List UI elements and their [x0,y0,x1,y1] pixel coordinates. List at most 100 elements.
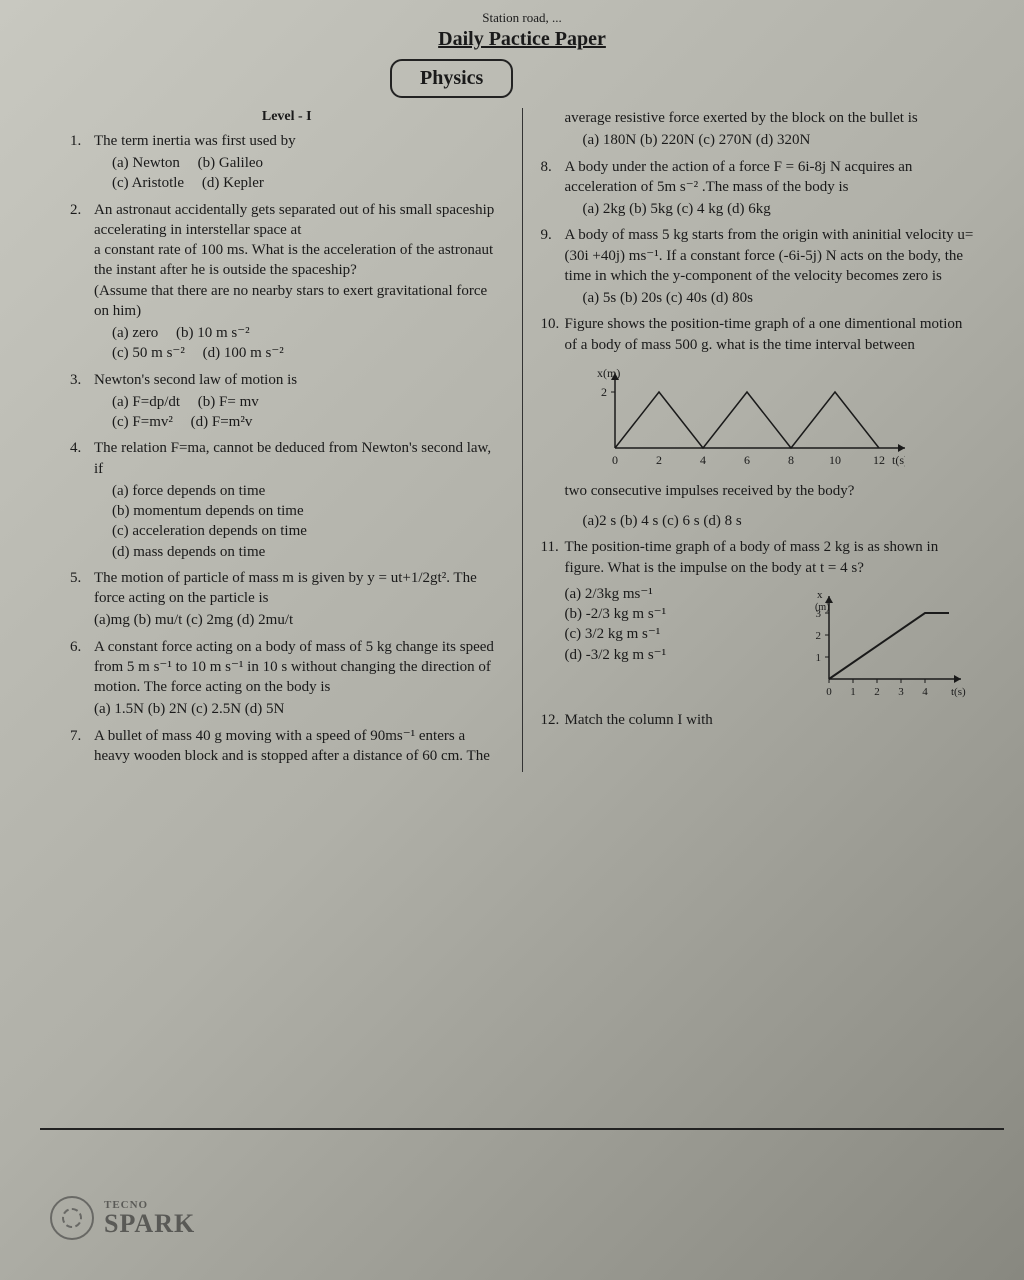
q-number: 8. [541,157,565,220]
opt: (b) 5kg [629,201,673,217]
watermark: TECNO SPARK [50,1196,195,1240]
q-text: two consecutive impulses received by the… [565,483,855,499]
q-number: 4. [70,438,94,562]
opt: (c) 50 m s⁻² [112,343,185,363]
opt: (c) Aristotle [112,173,184,193]
question-11: 11. The position-time graph of a body of… [541,537,975,704]
q-number: 11. [541,537,565,704]
opt: (a) 1.5N [94,701,144,717]
opt: (a)mg [94,612,130,628]
opt: (d) 100 m s⁻² [203,343,284,363]
q-text: a constant rate of 100 ms. What is the a… [94,242,493,278]
question-2: 2. An astronaut accidentally gets separa… [70,200,504,364]
svg-text:1: 1 [850,686,856,698]
q-text: A constant force acting on a body of mas… [94,639,494,696]
opt: (b) 220N [640,132,695,148]
svg-text:2: 2 [874,686,880,698]
level-label: Level - I [70,108,504,127]
svg-text:t(s): t(s) [951,686,966,698]
opt: (c) 3/2 kg m s⁻¹ [565,624,785,644]
q-text: (Assume that there are no nearby stars t… [94,283,487,319]
svg-text:10: 10 [829,453,841,467]
svg-text:x(m): x(m) [597,366,620,380]
opt: (c) 40s [666,290,707,306]
svg-text:4: 4 [922,686,928,698]
chart-q11: 01234123x(m)t(s) [794,584,974,704]
svg-text:4: 4 [700,453,706,467]
svg-text:t(s): t(s) [892,453,905,467]
q-number: 7. [70,726,94,767]
camera-icon [50,1196,94,1240]
opt: (b) mu/t [134,612,183,628]
opt: (c) 6 s [662,513,700,529]
opt: (b) Galileo [198,153,263,173]
opt: (a) force depends on time [112,481,504,501]
q-text: The term inertia was first used by [94,133,296,149]
q-number [541,108,565,151]
opt: (a) 5s [583,290,617,306]
opt: (c) 2mg [186,612,233,628]
opt: (a) 180N [583,132,637,148]
q-text: A bullet of mass 40 g moving with a spee… [94,728,490,764]
opt: (a)2 s [583,513,617,529]
opt: (b) 4 s [620,513,658,529]
opt: (a) F=dp/dt [112,392,180,412]
svg-text:3: 3 [898,686,904,698]
opt: (d) 5N [245,701,285,717]
svg-text:2: 2 [656,453,662,467]
opt: (c) 270N [698,132,752,148]
opt: (c) F=mv² [112,412,173,432]
question-6: 6. A constant force acting on a body of … [70,637,504,720]
triangle-wave-chart: 0246810122x(m)t(s) [585,363,905,473]
watermark-spark: SPARK [104,1211,195,1237]
chart-q10: 0246810122x(m)t(s) [585,363,975,473]
opt: (b) 2N [148,701,188,717]
page-title: Daily Pactice Paper [70,28,974,51]
opt: (a) Newton [112,153,180,173]
q-text: average resistive force exerted by the b… [565,110,918,126]
opt: (d) 2mu/t [237,612,293,628]
svg-text:1: 1 [816,652,822,664]
q-text: Newton's second law of motion is [94,372,297,388]
q-number: 9. [541,225,565,308]
question-7-cont: average resistive force exerted by the b… [541,108,975,151]
q-number: 5. [70,568,94,631]
question-1: 1. The term inertia was first used by (a… [70,131,504,194]
svg-text:0: 0 [826,686,832,698]
question-4: 4. The relation F=ma, cannot be deduced … [70,438,504,562]
q-number: 6. [70,637,94,720]
q-number: 2. [70,200,94,364]
two-column-layout: Level - I 1. The term inertia was first … [70,108,974,772]
question-10: 10. Figure shows the position-time graph… [541,314,975,531]
q-text: Figure shows the position-time graph of … [565,316,963,352]
opt: (c) 4 kg [677,201,724,217]
opt: (c) 2.5N [191,701,241,717]
right-column: average resistive force exerted by the b… [523,108,975,772]
question-5: 5. The motion of particle of mass m is g… [70,568,504,631]
q-text: The position-time graph of a body of mas… [565,539,939,575]
opt: (d) 8 s [703,513,741,529]
q-number: 12. [541,710,565,730]
q-text: The motion of particle of mass m is give… [94,570,477,606]
opt: (d) -3/2 kg m s⁻¹ [565,645,785,665]
question-3: 3. Newton's second law of motion is (a) … [70,370,504,433]
svg-text:2: 2 [601,385,607,399]
question-8: 8. A body under the action of a force F … [541,157,975,220]
opt: (d) mass depends on time [112,542,504,562]
subject-box: Physics [390,59,513,98]
q-number: 3. [70,370,94,433]
svg-text:12: 12 [873,453,885,467]
paper-sheet: Station road, ... Daily Pactice Paper Ph… [40,0,1004,782]
opt: (a) 2/3kg ms⁻¹ [565,584,785,604]
opt: (a) 2kg [583,201,626,217]
opt: (d) 320N [756,132,811,148]
left-column: Level - I 1. The term inertia was first … [70,108,523,772]
header-station: Station road, ... [70,10,974,26]
svg-text:x: x [817,589,823,601]
footer-divider [40,1128,1004,1130]
opt: (d) 80s [711,290,753,306]
opt: (d) Kepler [202,173,264,193]
svg-text:8: 8 [788,453,794,467]
svg-text:0: 0 [612,453,618,467]
svg-text:(m): (m) [815,602,829,613]
